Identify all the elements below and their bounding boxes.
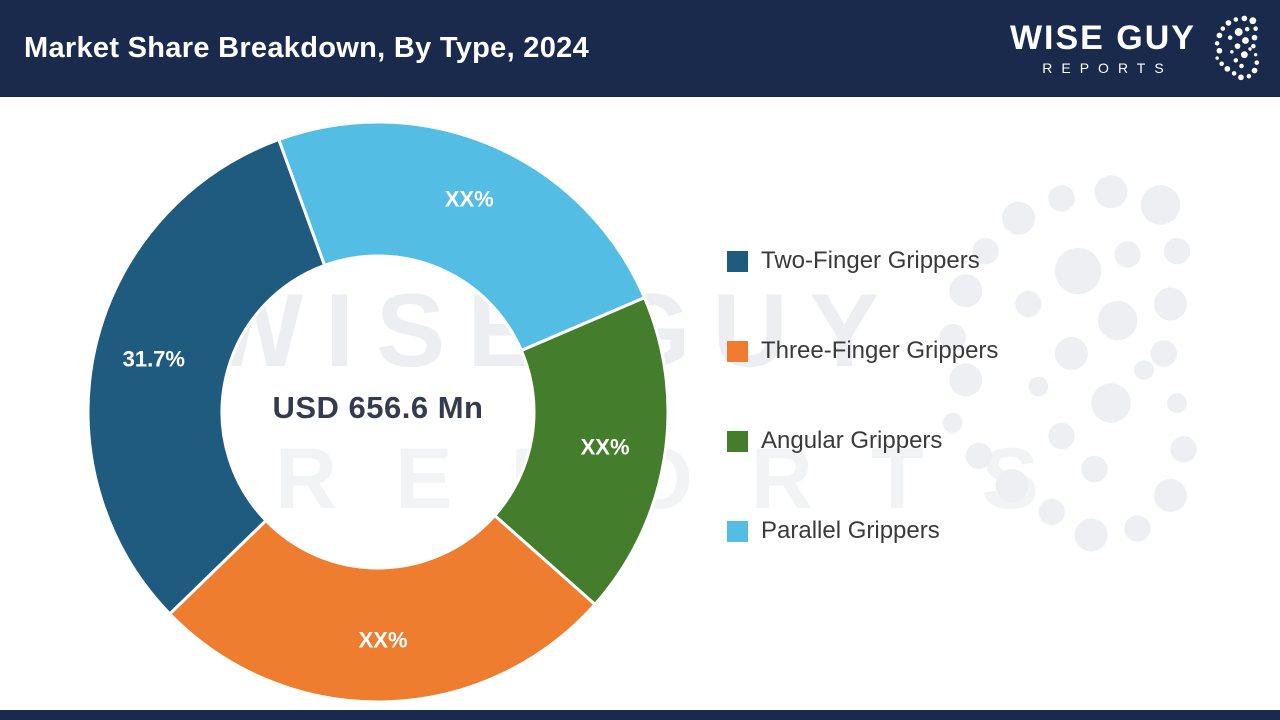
wiseguy-head-icon <box>1214 15 1260 80</box>
footer-bar <box>0 710 1280 720</box>
legend-swatch <box>727 520 748 542</box>
donut-slice-angular-grippers <box>493 296 670 606</box>
page-title: Market Share Breakdown, By Type, 2024 <box>24 32 590 64</box>
legend-item-parallel-grippers: Parallel Grippers <box>727 516 998 546</box>
legend-label: Three-Finger Grippers <box>761 337 999 364</box>
legend-label: Angular Grippers <box>761 427 943 454</box>
donut-slice-parallel-grippers <box>277 120 646 352</box>
slice-value-label: XX% <box>359 628 408 653</box>
wiseguy-logo-subtitle: REPORTS <box>1042 59 1173 76</box>
legend-item-three-finger-grippers: Three-Finger Grippers <box>727 336 998 366</box>
slice-value-label: 31.7% <box>123 346 185 371</box>
slice-value-label: XX% <box>445 187 494 212</box>
donut-center-value: USD 656.6 Mn <box>272 390 484 425</box>
watermark-head-icon <box>939 175 1197 552</box>
legend: Two-Finger Grippers Three-Finger Grippers… <box>727 246 998 606</box>
legend-label: Two-Finger Grippers <box>761 247 980 274</box>
legend-swatch <box>727 250 748 272</box>
donut-chart: 31.7% XX% XX% XX% <box>86 120 670 704</box>
wiseguy-logo: WISE GUY REPORTS <box>1010 15 1262 83</box>
legend-swatch <box>727 340 748 362</box>
slice-value-label: XX% <box>581 434 630 459</box>
legend-label: Parallel Grippers <box>761 517 940 544</box>
legend-item-angular-grippers: Angular Grippers <box>727 426 998 456</box>
donut-slice-two-finger-grippers <box>86 137 327 616</box>
legend-swatch <box>727 430 748 452</box>
legend-item-two-finger-grippers: Two-Finger Grippers <box>727 246 998 276</box>
wiseguy-logo-text: WISE GUY REPORTS <box>1009 19 1196 76</box>
header-bar: Market Share Breakdown, By Type, 2024 WI… <box>0 0 1280 97</box>
donut-slice-three-finger-grippers <box>168 513 597 704</box>
wiseguy-logo-name: WISE GUY <box>1009 19 1196 58</box>
